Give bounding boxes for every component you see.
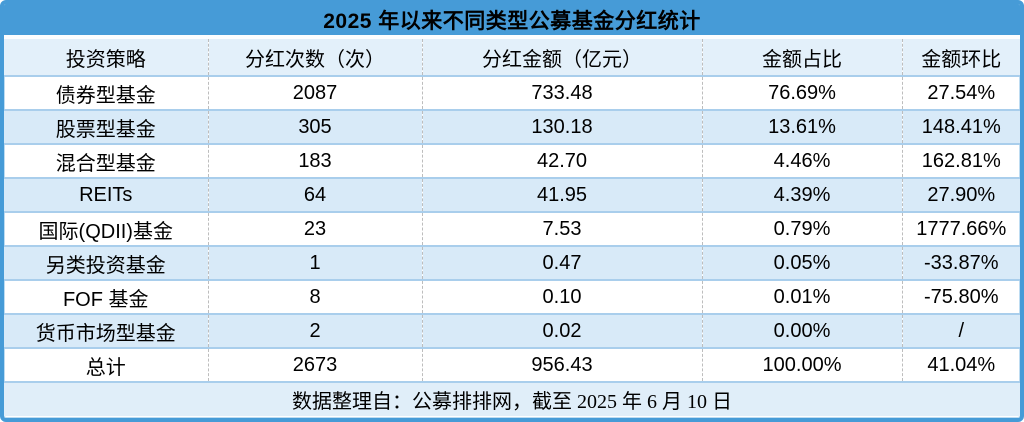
cell-amount: 956.43 [421, 348, 702, 382]
cell-share: 76.69% [701, 76, 902, 110]
table-title: 2025 年以来不同类型公募基金分红统计 [323, 9, 701, 33]
stats-table: 投资策略 分红次数（次） 分红金额（亿元） 金额占比 金额环比 债券型基金 20… [4, 39, 1020, 416]
cell-count: 2087 [207, 76, 422, 110]
cell-strategy: 总计 [85, 356, 126, 379]
cell-count: 1 [207, 246, 422, 280]
table-row-bond-funds: 债券型基金 2087 733.48 76.69% 27.54% [4, 76, 1020, 110]
table-title-bar: 2025 年以来不同类型公募基金分红统计 [4, 4, 1020, 39]
cell-count: 2 [207, 314, 422, 348]
cell-share: 100.00% [701, 348, 902, 382]
cell-share: 0.01% [701, 280, 902, 314]
cell-share: 4.46% [701, 144, 902, 178]
col-header-strategy: 投资策略 [65, 48, 146, 71]
cell-strategy: 债券型基金 [55, 84, 156, 107]
cell-mom: 1777.66% [901, 212, 1020, 246]
cell-mom: 148.41% [901, 110, 1020, 144]
cell-count: 64 [207, 178, 422, 212]
table-row-hybrid-funds: 混合型基金 183 42.70 4.46% 162.81% [4, 144, 1020, 178]
table-footer-row: 数据整理自：公募排排网，截至 2025 年 6 月 10 日 [4, 382, 1020, 416]
table-header-row: 投资策略 分红次数（次） 分红金额（亿元） 金额占比 金额环比 [4, 39, 1020, 76]
cell-strategy: 货币市场型基金 [35, 322, 176, 345]
cell-amount: 0.10 [421, 280, 702, 314]
cell-share: 0.79% [701, 212, 902, 246]
cell-amount: 733.48 [421, 76, 702, 110]
cell-mom: -75.80% [901, 280, 1020, 314]
cell-count: 8 [207, 280, 422, 314]
cell-count: 23 [207, 212, 422, 246]
source-note: 数据整理自：公募排排网，截至 2025 年 6 月 10 日 [4, 382, 1020, 416]
table-row-money-market-funds: 货币市场型基金 2 0.02 0.00% / [4, 314, 1020, 348]
cell-share: 13.61% [701, 110, 902, 144]
col-header-amount-mom: 金额环比 [901, 39, 1020, 76]
cell-amount: 130.18 [421, 110, 702, 144]
table-row-fof-funds: FOF 基金 8 0.10 0.01% -75.80% [4, 280, 1020, 314]
table-row-equity-funds: 股票型基金 305 130.18 13.61% 148.41% [4, 110, 1020, 144]
cell-strategy: REITs [79, 183, 133, 206]
cell-strategy: 混合型基金 [55, 152, 156, 175]
cell-mom: 41.04% [901, 348, 1020, 382]
cell-strategy: 国际(QDII)基金 [38, 220, 173, 243]
cell-count: 305 [207, 110, 422, 144]
col-header-dividend-amount: 分红金额（亿元） [421, 39, 702, 76]
cell-mom: -33.87% [901, 246, 1020, 280]
table-row-alternative-funds: 另类投资基金 1 0.47 0.05% -33.87% [4, 246, 1020, 280]
cell-mom: 27.90% [901, 178, 1020, 212]
cell-share: 0.00% [701, 314, 902, 348]
cell-amount: 0.02 [421, 314, 702, 348]
cell-amount: 42.70 [421, 144, 702, 178]
cell-strategy: 另类投资基金 [45, 254, 166, 277]
cell-share: 4.39% [701, 178, 902, 212]
cell-amount: 41.95 [421, 178, 702, 212]
cell-count: 2673 [207, 348, 422, 382]
col-header-dividend-count: 分红次数（次） [207, 39, 422, 76]
cell-mom: / [901, 314, 1020, 348]
cell-share: 0.05% [701, 246, 902, 280]
table-row-qdii-funds: 国际(QDII)基金 23 7.53 0.79% 1777.66% [4, 212, 1020, 246]
cell-amount: 0.47 [421, 246, 702, 280]
cell-strategy: 股票型基金 [55, 118, 156, 141]
col-header-amount-share: 金额占比 [701, 39, 902, 76]
cell-mom: 162.81% [901, 144, 1020, 178]
table-row-reits: REITs 64 41.95 4.39% 27.90% [4, 178, 1020, 212]
cell-count: 183 [207, 144, 422, 178]
cell-amount: 7.53 [421, 212, 702, 246]
table-row-total: 总计 2673 956.43 100.00% 41.04% [4, 348, 1020, 382]
cell-mom: 27.54% [901, 76, 1020, 110]
cell-strategy: FOF 基金 [62, 288, 149, 311]
